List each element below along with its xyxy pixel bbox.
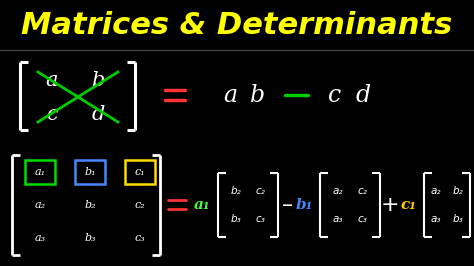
Text: a: a bbox=[223, 85, 237, 107]
Text: a₂: a₂ bbox=[35, 200, 46, 210]
Text: a₃: a₃ bbox=[35, 233, 46, 243]
Text: c₂: c₂ bbox=[135, 200, 146, 210]
Text: b₁: b₁ bbox=[84, 167, 96, 177]
Text: a₃: a₃ bbox=[431, 214, 441, 224]
Text: a₁: a₁ bbox=[194, 198, 210, 212]
Text: b₂: b₂ bbox=[453, 186, 464, 196]
Text: –: – bbox=[283, 195, 293, 215]
Text: c: c bbox=[328, 85, 342, 107]
Text: c₃: c₃ bbox=[135, 233, 146, 243]
Text: a₁: a₁ bbox=[35, 167, 46, 177]
Text: b₂: b₂ bbox=[231, 186, 241, 196]
Text: d: d bbox=[91, 105, 105, 123]
Text: d: d bbox=[356, 85, 371, 107]
Text: a₂: a₂ bbox=[431, 186, 441, 196]
Text: b: b bbox=[91, 70, 105, 89]
Text: b₃: b₃ bbox=[231, 214, 241, 224]
Text: b₃: b₃ bbox=[453, 214, 464, 224]
Text: b₂: b₂ bbox=[84, 200, 96, 210]
Text: b₃: b₃ bbox=[84, 233, 96, 243]
Text: c₁: c₁ bbox=[400, 198, 416, 212]
Text: c₁: c₁ bbox=[135, 167, 146, 177]
Text: c₂: c₂ bbox=[255, 186, 265, 196]
Text: a₂: a₂ bbox=[333, 186, 343, 196]
Text: Matrices & Determinants: Matrices & Determinants bbox=[21, 11, 453, 40]
Text: b: b bbox=[250, 85, 265, 107]
Text: +: + bbox=[381, 195, 399, 215]
Text: a: a bbox=[46, 70, 58, 89]
Text: a₃: a₃ bbox=[333, 214, 343, 224]
Text: b₁: b₁ bbox=[295, 198, 313, 212]
Text: c: c bbox=[46, 105, 58, 123]
Text: c₃: c₃ bbox=[255, 214, 265, 224]
Text: c₃: c₃ bbox=[357, 214, 367, 224]
Text: c₂: c₂ bbox=[357, 186, 367, 196]
